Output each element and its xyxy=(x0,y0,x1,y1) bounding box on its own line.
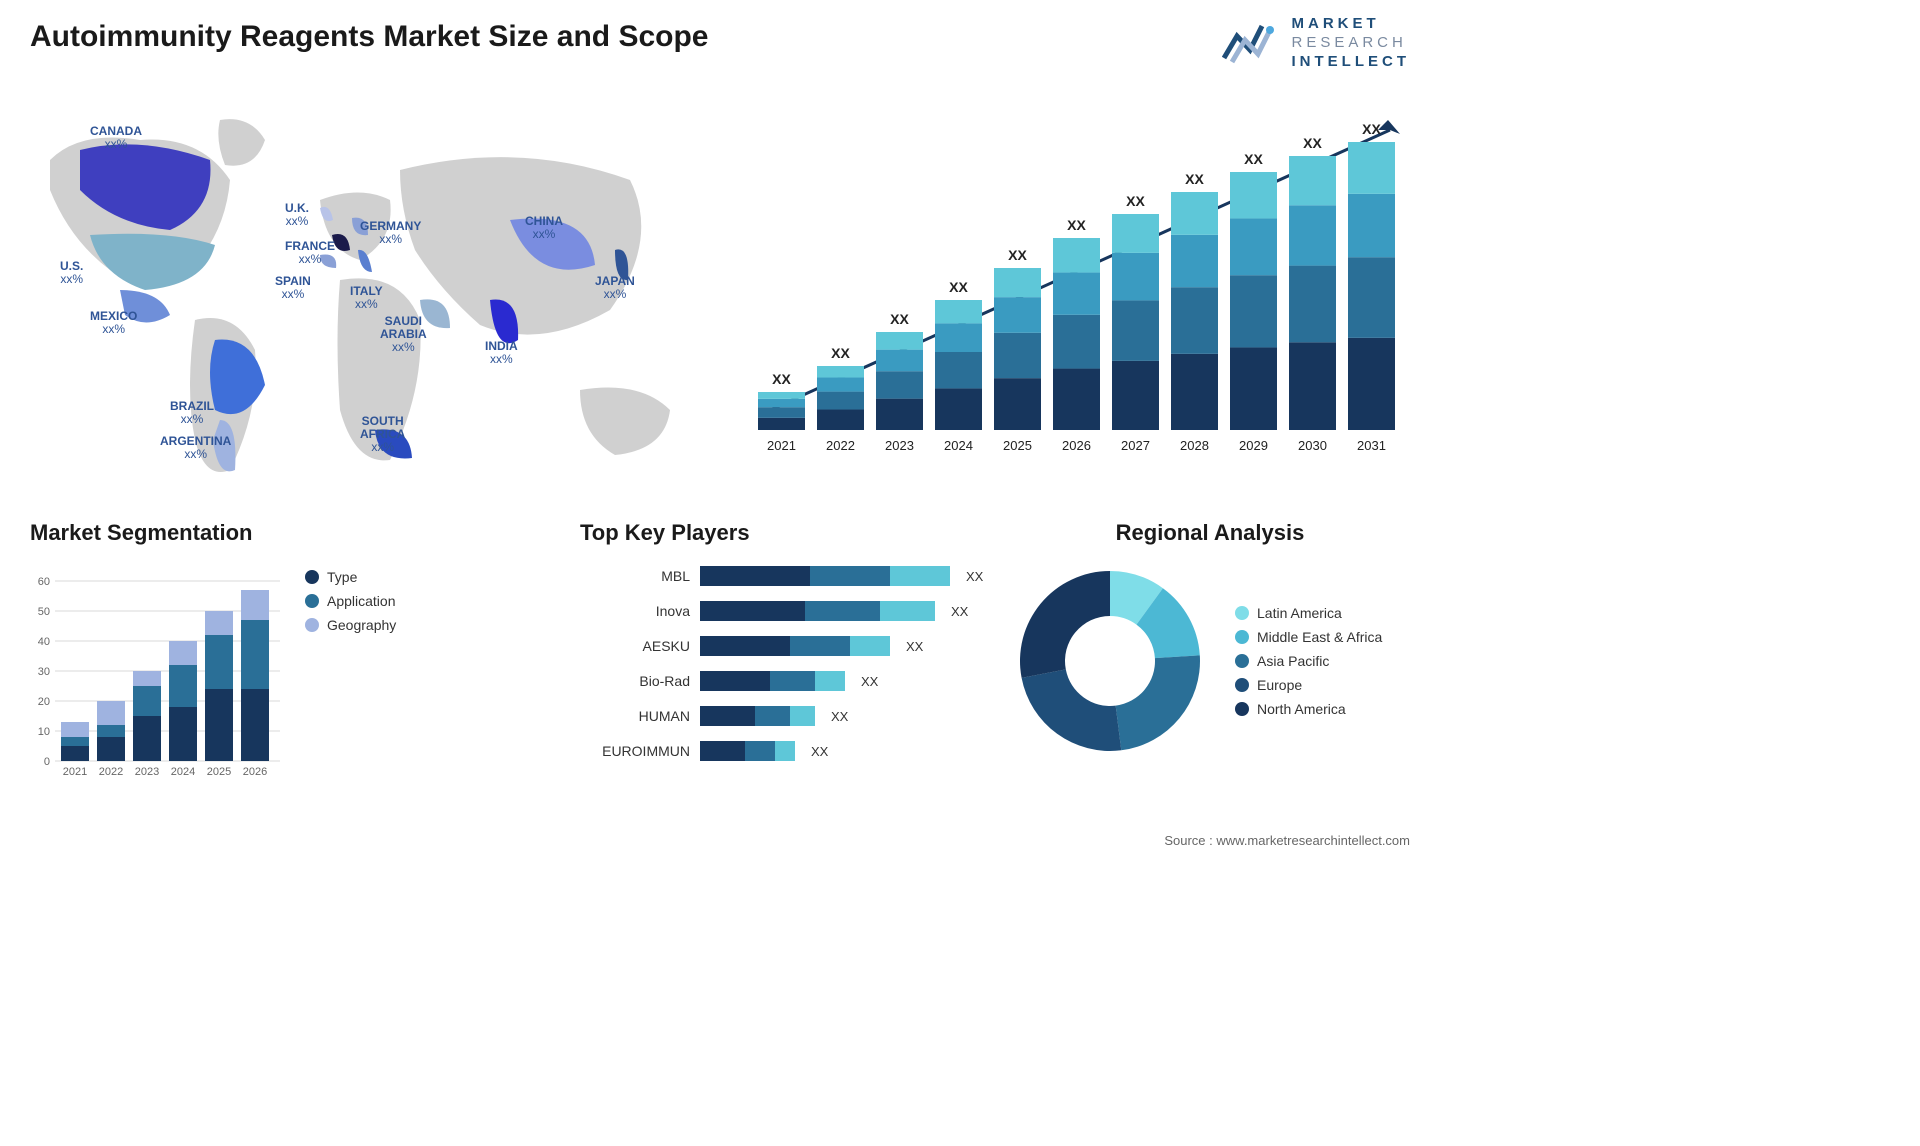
map-label: ITALYxx% xyxy=(350,285,383,311)
player-label: AESKU xyxy=(580,638,690,654)
map-label: CANADAxx% xyxy=(90,125,142,151)
player-label: Inova xyxy=(580,603,690,619)
svg-text:2024: 2024 xyxy=(944,438,973,453)
regional-title: Regional Analysis xyxy=(1010,520,1410,546)
legend-item: Asia Pacific xyxy=(1235,653,1382,669)
svg-text:2022: 2022 xyxy=(99,766,123,778)
legend-item: Geography xyxy=(305,617,396,633)
legend-item: North America xyxy=(1235,701,1382,717)
player-label: HUMAN xyxy=(580,708,690,724)
map-label: SPAINxx% xyxy=(275,275,311,301)
player-label: MBL xyxy=(580,568,690,584)
player-value: XX xyxy=(906,639,923,654)
player-row: HUMAN XX xyxy=(580,701,1000,731)
svg-text:2027: 2027 xyxy=(1121,438,1150,453)
legend-item: Middle East & Africa xyxy=(1235,629,1382,645)
svg-text:2021: 2021 xyxy=(63,766,87,778)
legend-item: Latin America xyxy=(1235,605,1382,621)
map-label: FRANCExx% xyxy=(285,240,335,266)
player-value: XX xyxy=(966,569,983,584)
svg-text:2028: 2028 xyxy=(1180,438,1209,453)
player-bar xyxy=(700,706,815,726)
player-bar xyxy=(700,671,845,691)
players-panel: Top Key Players MBLXXInovaXXAESKUXXBio-R… xyxy=(580,520,1000,771)
svg-text:XX: XX xyxy=(1067,217,1086,233)
svg-text:XX: XX xyxy=(949,279,968,295)
logo-line1: MARKET xyxy=(1292,15,1411,34)
segmentation-title: Market Segmentation xyxy=(30,520,450,546)
map-label: U.K.xx% xyxy=(285,202,309,228)
svg-text:2029: 2029 xyxy=(1239,438,1268,453)
svg-text:60: 60 xyxy=(38,576,50,588)
svg-text:0: 0 xyxy=(44,756,50,768)
player-value: XX xyxy=(951,604,968,619)
svg-text:2023: 2023 xyxy=(885,438,914,453)
svg-text:XX: XX xyxy=(772,371,791,387)
player-row: AESKU XX xyxy=(580,631,1000,661)
map-label: SOUTHAFRICAxx% xyxy=(360,415,405,455)
svg-text:50: 50 xyxy=(38,606,50,618)
world-map-panel: CANADAxx% U.S.xx% MEXICOxx% BRAZILxx% ARGENT… xyxy=(20,90,720,490)
players-title: Top Key Players xyxy=(580,520,1000,546)
map-label: GERMANYxx% xyxy=(360,220,421,246)
player-bar xyxy=(700,601,935,621)
map-label: JAPANxx% xyxy=(595,275,635,301)
legend-item: Europe xyxy=(1235,677,1382,693)
map-label: CHINAxx% xyxy=(525,215,563,241)
player-row: Inova XX xyxy=(580,596,1000,626)
player-row: MBL XX xyxy=(580,561,1000,591)
svg-text:XX: XX xyxy=(1362,121,1381,137)
svg-text:XX: XX xyxy=(831,345,850,361)
svg-text:20: 20 xyxy=(38,696,50,708)
regional-legend: Latin America Middle East & Africa Asia Pa… xyxy=(1235,597,1382,725)
svg-text:XX: XX xyxy=(1126,193,1145,209)
page-title: Autoimmunity Reagents Market Size and Sc… xyxy=(30,20,708,54)
map-label: ARGENTINAxx% xyxy=(160,435,231,461)
svg-text:2025: 2025 xyxy=(1003,438,1032,453)
player-value: XX xyxy=(811,744,828,759)
svg-text:2031: 2031 xyxy=(1357,438,1386,453)
svg-text:XX: XX xyxy=(1303,135,1322,151)
source-credit: Source : www.marketresearchintellect.com xyxy=(1164,833,1410,848)
map-label: SAUDIARABIAxx% xyxy=(380,315,427,355)
svg-text:2026: 2026 xyxy=(243,766,267,778)
legend-item: Application xyxy=(305,593,396,609)
svg-text:2023: 2023 xyxy=(135,766,159,778)
svg-text:2022: 2022 xyxy=(826,438,855,453)
legend-item: Type xyxy=(305,569,396,585)
svg-text:2024: 2024 xyxy=(171,766,195,778)
segmentation-panel: Market Segmentation 0 10 20 30 40 50 60 2021 202… xyxy=(30,520,450,781)
forecast-chart: XX 2021 XX 2022 XX 2023 XX 2024 XX 2025 XX 2026 XX 20… xyxy=(750,100,1410,480)
player-row: Bio-Rad XX xyxy=(580,666,1000,696)
svg-text:40: 40 xyxy=(38,636,50,648)
svg-text:2021: 2021 xyxy=(767,438,796,453)
player-bar xyxy=(700,636,890,656)
map-label: INDIAxx% xyxy=(485,340,518,366)
svg-text:30: 30 xyxy=(38,666,50,678)
regional-panel: Regional Analysis Latin America Middle Ea… xyxy=(1010,520,1410,761)
logo-line3: INTELLECT xyxy=(1292,53,1411,72)
logo-line2: RESEARCH xyxy=(1292,34,1411,53)
player-label: Bio-Rad xyxy=(580,673,690,689)
svg-text:XX: XX xyxy=(1185,171,1204,187)
svg-text:XX: XX xyxy=(1008,247,1027,263)
svg-text:2026: 2026 xyxy=(1062,438,1091,453)
map-label: BRAZILxx% xyxy=(170,400,214,426)
player-value: XX xyxy=(861,674,878,689)
player-row: EUROIMMUN XX xyxy=(580,736,1000,766)
player-value: XX xyxy=(831,709,848,724)
player-bar xyxy=(700,566,950,586)
svg-text:10: 10 xyxy=(38,726,50,738)
svg-text:2030: 2030 xyxy=(1298,438,1327,453)
map-label: U.S.xx% xyxy=(60,260,83,286)
svg-text:XX: XX xyxy=(890,311,909,327)
brand-logo: MARKET RESEARCH INTELLECT xyxy=(1222,15,1411,71)
svg-text:XX: XX xyxy=(1244,151,1263,167)
logo-mark-icon xyxy=(1222,18,1282,68)
player-label: EUROIMMUN xyxy=(580,743,690,759)
player-bar xyxy=(700,741,795,761)
map-label: MEXICOxx% xyxy=(90,310,137,336)
svg-text:2025: 2025 xyxy=(207,766,231,778)
segmentation-legend: Type Application Geography xyxy=(305,561,396,641)
